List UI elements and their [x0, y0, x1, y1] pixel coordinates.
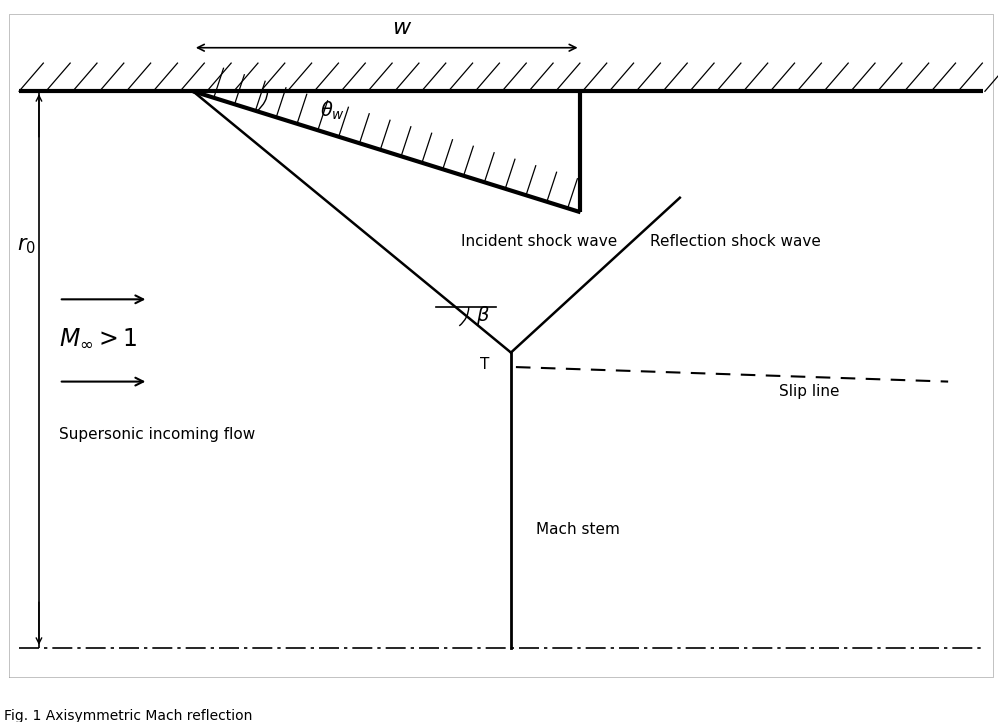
- Text: Incident shock wave: Incident shock wave: [461, 234, 617, 249]
- Text: Reflection shock wave: Reflection shock wave: [650, 234, 821, 249]
- Text: Fig. 1 Axisymmetric Mach reflection: Fig. 1 Axisymmetric Mach reflection: [4, 709, 253, 722]
- Text: $\theta_w$: $\theta_w$: [320, 100, 345, 122]
- Text: $M_\infty>1$: $M_\infty>1$: [59, 326, 137, 350]
- Text: Mach stem: Mach stem: [536, 522, 619, 536]
- Text: T: T: [480, 357, 489, 373]
- Text: Slip line: Slip line: [780, 384, 840, 399]
- Text: Supersonic incoming flow: Supersonic incoming flow: [59, 427, 256, 443]
- Text: $r_0$: $r_0$: [17, 236, 35, 256]
- Text: $w$: $w$: [392, 18, 412, 38]
- Text: $\beta$: $\beta$: [476, 304, 490, 327]
